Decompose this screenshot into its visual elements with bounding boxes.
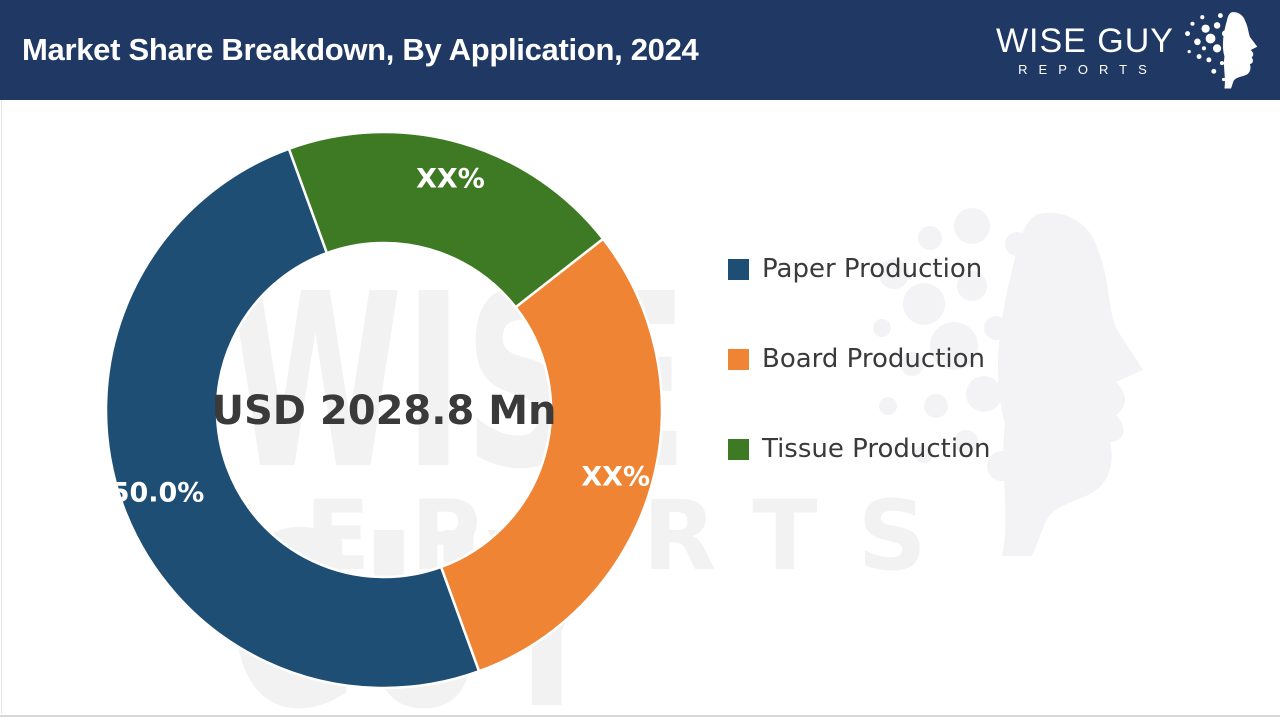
donut-slice-labels: 50.0% XX% XX% [111,163,650,508]
logo-name: WISE GUY [995,22,1174,60]
legend-item-paper-production: Paper Production [728,252,990,286]
legend-label: Board Production [762,344,986,374]
legend-item-board-production: Board Production [728,342,990,376]
legend-label: Paper Production [762,254,983,284]
donut-center-value: USD 2028.8 Mn [212,388,557,434]
slice-board-production [439,237,664,673]
legend-swatch [728,438,749,460]
left-edge-line [1,100,2,714]
slice-label: 50.0% [111,477,205,508]
page-title: Market Share Breakdown, By Application, … [22,32,699,67]
legend-item-tissue-production: Tissue Production [728,432,990,466]
legend-swatch [728,258,749,280]
slice-label: XX% [416,163,485,194]
wise-guy-logo: WISE GUY REPORTS [996,9,1266,91]
legend-swatch [728,348,749,370]
slice-paper-production [104,147,481,690]
slice-label: XX% [581,461,650,492]
logo-subtext: REPORTS [1018,62,1158,77]
donut-slices [104,130,664,690]
logo-face-icon [1185,12,1258,89]
legend-label: Tissue Production [762,434,991,464]
logo-text: WISE GUY REPORTS [996,23,1174,77]
slice-tissue-production [287,130,605,309]
watermark-face-logo [873,208,1143,557]
footer-divider [0,715,1280,717]
chart-legend: Paper Production Board Production Tissue P… [728,252,990,466]
header-bar: Market Share Breakdown, By Application, … [0,0,1280,100]
